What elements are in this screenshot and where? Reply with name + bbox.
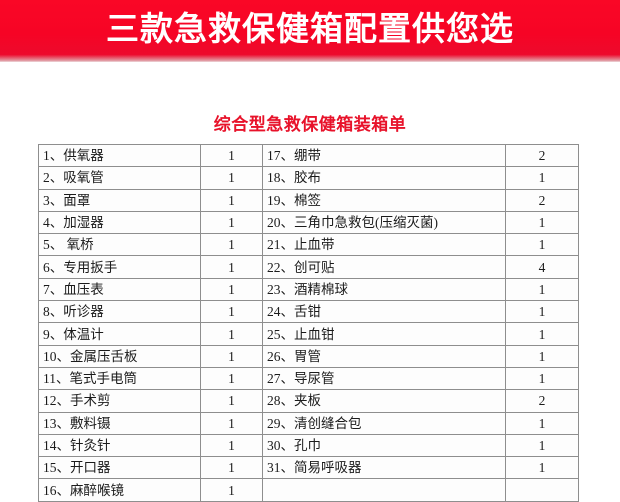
item-name-right: 25、止血钳: [262, 322, 506, 346]
item-name-left: 7、血压表: [38, 277, 201, 302]
item-name-left: 14、针灸针: [38, 433, 201, 458]
table-row: 11、笔式手电筒 1 27、导尿管 1: [38, 366, 579, 391]
item-qty-right: 4: [505, 255, 579, 279]
item-name-left: 10、金属压舌板: [38, 344, 201, 368]
item-name-left: 2、吸氧管: [38, 166, 201, 190]
item-qty-left: 1: [200, 411, 263, 435]
item-qty-left: 1: [200, 322, 263, 346]
item-name-right: 26、胃管: [262, 344, 506, 368]
item-name-right: 30、孔巾: [262, 433, 506, 458]
item-name-right: 29、清创缝合包: [262, 411, 506, 435]
item-name-left: 8、听诊器: [38, 300, 201, 324]
item-name-left: 5、 氧桥: [38, 233, 201, 257]
item-name-right: 24、舌钳: [262, 300, 506, 324]
table-row: 9、体温计 1 25、止血钳 1: [38, 322, 579, 346]
item-qty-right: 1: [505, 411, 579, 435]
item-qty-right: [505, 478, 579, 502]
item-name-right: 31、简易呼吸器: [262, 456, 506, 480]
packing-list-table-wrapper: 1、供氧器 1 17、绷带 2 2、吸氧管 1 18、胶布 1 3、面罩 1 19、棉签 2 4、加湿器…: [38, 143, 579, 502]
item-qty-right: 1: [505, 344, 579, 368]
item-name-left: 13、敷料镊: [38, 411, 201, 435]
table-row: 12、手术剪 1 28、夹板 2: [38, 389, 579, 413]
item-name-right: [262, 478, 506, 502]
item-qty-right: 1: [505, 366, 579, 391]
item-qty-right: 2: [505, 188, 579, 212]
item-qty-left: 1: [200, 210, 263, 235]
item-qty-right: 1: [505, 166, 579, 190]
item-name-left: 15、开口器: [38, 456, 201, 480]
table-row: 2、吸氧管 1 18、胶布 1: [38, 166, 579, 190]
item-name-left: 11、笔式手电筒: [38, 366, 201, 391]
item-qty-left: 1: [200, 389, 263, 413]
item-qty-left: 1: [200, 478, 263, 502]
item-qty-left: 1: [200, 188, 263, 212]
packing-list-table: 1、供氧器 1 17、绷带 2 2、吸氧管 1 18、胶布 1 3、面罩 1 19、棉签 2 4、加湿器…: [38, 143, 579, 502]
item-qty-left: 1: [200, 366, 263, 391]
item-qty-right: 1: [505, 322, 579, 346]
item-name-right: 20、三角巾急救包(压缩灭菌): [262, 210, 506, 235]
packing-list-subtitle: 综合型急救保健箱装箱单: [213, 115, 407, 134]
item-qty-right: 2: [505, 389, 579, 413]
item-name-right: 23、酒精棉球: [262, 277, 506, 302]
table-row: 5、 氧桥 1 21、止血带 1: [38, 233, 579, 257]
page-title: 三款急救保健箱配置供您选: [106, 10, 514, 47]
item-qty-left: 1: [200, 233, 263, 257]
table-row: 16、麻醉喉镜 1: [38, 478, 579, 502]
item-qty-left: 1: [200, 277, 263, 302]
table-row: 14、针灸针 1 30、孔巾 1: [38, 433, 579, 458]
item-name-right: 19、棉签: [262, 188, 506, 212]
item-name-right: 21、止血带: [262, 233, 506, 257]
item-qty-left: 1: [200, 255, 263, 279]
table-row: 1、供氧器 1 17、绷带 2: [38, 143, 579, 168]
table-row: 7、血压表 1 23、酒精棉球 1: [38, 277, 579, 302]
table-row: 4、加湿器 1 20、三角巾急救包(压缩灭菌) 1: [38, 210, 579, 235]
table-row: 13、敷料镊 1 29、清创缝合包 1: [38, 411, 579, 435]
item-name-left: 12、手术剪: [38, 389, 201, 413]
item-name-left: 6、专用扳手: [38, 255, 201, 279]
table-row: 6、专用扳手 1 22、创可贴 4: [38, 255, 579, 279]
item-name-right: 22、创可贴: [262, 255, 506, 279]
item-qty-left: 1: [200, 344, 263, 368]
item-name-right: 27、导尿管: [262, 366, 506, 391]
item-name-left: 4、加湿器: [38, 210, 201, 235]
item-qty-left: 1: [200, 433, 263, 458]
item-name-left: 3、面罩: [38, 188, 201, 212]
item-name-left: 1、供氧器: [38, 143, 201, 168]
item-name-left: 9、体温计: [38, 322, 201, 346]
table-row: 10、金属压舌板 1 26、胃管 1: [38, 344, 579, 368]
item-qty-right: 1: [505, 300, 579, 324]
table-row: 8、听诊器 1 24、舌钳 1: [38, 300, 579, 324]
item-name-right: 18、胶布: [262, 166, 506, 190]
table-row: 15、开口器 1 31、简易呼吸器 1: [38, 456, 579, 480]
item-qty-right: 1: [505, 277, 579, 302]
item-qty-left: 1: [200, 166, 263, 190]
item-qty-right: 1: [505, 433, 579, 458]
item-name-left: 16、麻醉喉镜: [38, 478, 201, 502]
item-qty-right: 1: [505, 233, 579, 257]
header-banner: 三款急救保健箱配置供您选: [0, 0, 620, 62]
item-qty-left: 1: [200, 143, 263, 168]
item-qty-right: 2: [505, 143, 579, 168]
table-row: 3、面罩 1 19、棉签 2: [38, 188, 579, 212]
item-qty-left: 1: [200, 456, 263, 480]
item-qty-left: 1: [200, 300, 263, 324]
item-name-right: 17、绷带: [262, 143, 506, 168]
item-qty-right: 1: [505, 210, 579, 235]
item-qty-right: 1: [505, 456, 579, 480]
item-name-right: 28、夹板: [262, 389, 506, 413]
